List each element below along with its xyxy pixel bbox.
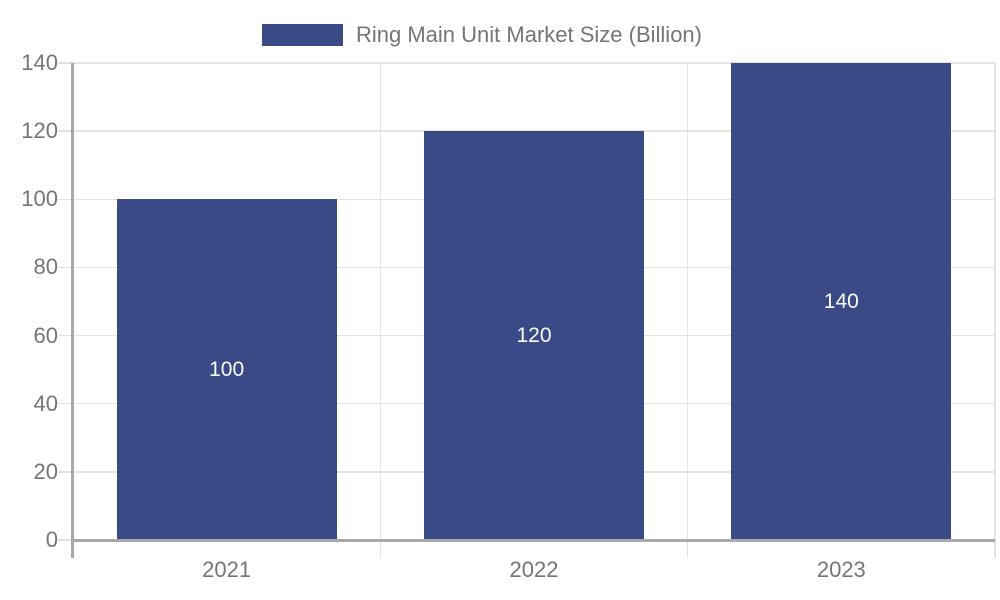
x-gridline [379, 63, 382, 540]
bar-2022 [424, 131, 644, 539]
x-axis-tick [994, 540, 996, 558]
legend-label: Ring Main Unit Market Size (Billion) [356, 22, 702, 47]
y-axis-tick [58, 334, 73, 337]
y-axis-tick-label: 0 [45, 527, 58, 552]
y-axis-tick [58, 471, 73, 473]
bar-value-label: 100 [209, 357, 245, 381]
y-axis-tick [58, 266, 73, 269]
y-axis-tick-label: 40 [33, 390, 58, 416]
x-axis-category-label: 2021 [202, 557, 252, 582]
bar-2023 [731, 63, 952, 539]
y-axis-tick [58, 539, 73, 541]
y-axis-tick [58, 402, 73, 405]
bar-value-label: 140 [823, 289, 859, 313]
x-gridline [686, 63, 689, 540]
legend[interactable]: Ring Main Unit Market Size (Billion) [262, 22, 702, 48]
y-axis-tick-label: 120 [21, 118, 58, 144]
y-axis-tick [58, 198, 73, 201]
x-gridline [994, 63, 996, 540]
x-axis-category-label: 2023 [816, 557, 866, 582]
y-gridline [73, 62, 995, 64]
y-axis-tick [58, 130, 73, 132]
y-axis-tick-label: 80 [33, 254, 58, 280]
x-axis-tick [686, 540, 689, 558]
legend-swatch [262, 24, 343, 46]
y-axis-tick [58, 62, 73, 64]
y-axis-tick-label: 20 [33, 458, 58, 484]
y-axis-tick-label: 140 [21, 50, 58, 75]
x-axis-category-label: 2022 [509, 557, 559, 582]
y-axis-line [71, 63, 74, 558]
bar-value-label: 120 [516, 323, 552, 347]
y-axis-tick-label: 60 [33, 322, 58, 348]
x-axis-tick [379, 540, 382, 558]
x-axis-line [73, 538, 995, 542]
y-axis-tick-label: 100 [21, 186, 58, 212]
bar-2021 [116, 199, 337, 539]
